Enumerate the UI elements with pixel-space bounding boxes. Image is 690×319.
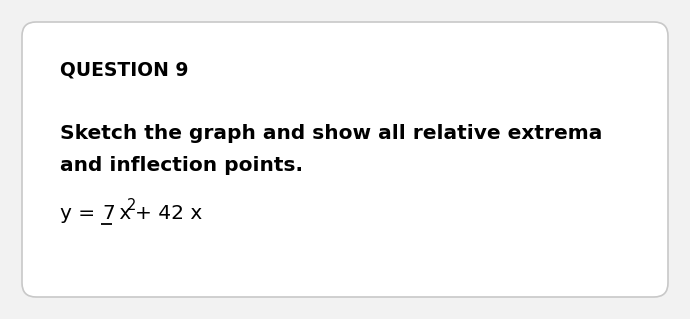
Text: y =: y = [60,204,101,223]
Text: 7: 7 [102,204,115,223]
Text: QUESTION 9: QUESTION 9 [60,61,188,80]
Text: + 42 x: + 42 x [135,204,202,223]
Text: and inflection points.: and inflection points. [60,156,303,175]
Text: Sketch the graph and show all relative extrema: Sketch the graph and show all relative e… [60,124,602,143]
FancyBboxPatch shape [22,22,668,297]
Text: 2: 2 [127,198,137,213]
Text: x: x [113,204,131,223]
